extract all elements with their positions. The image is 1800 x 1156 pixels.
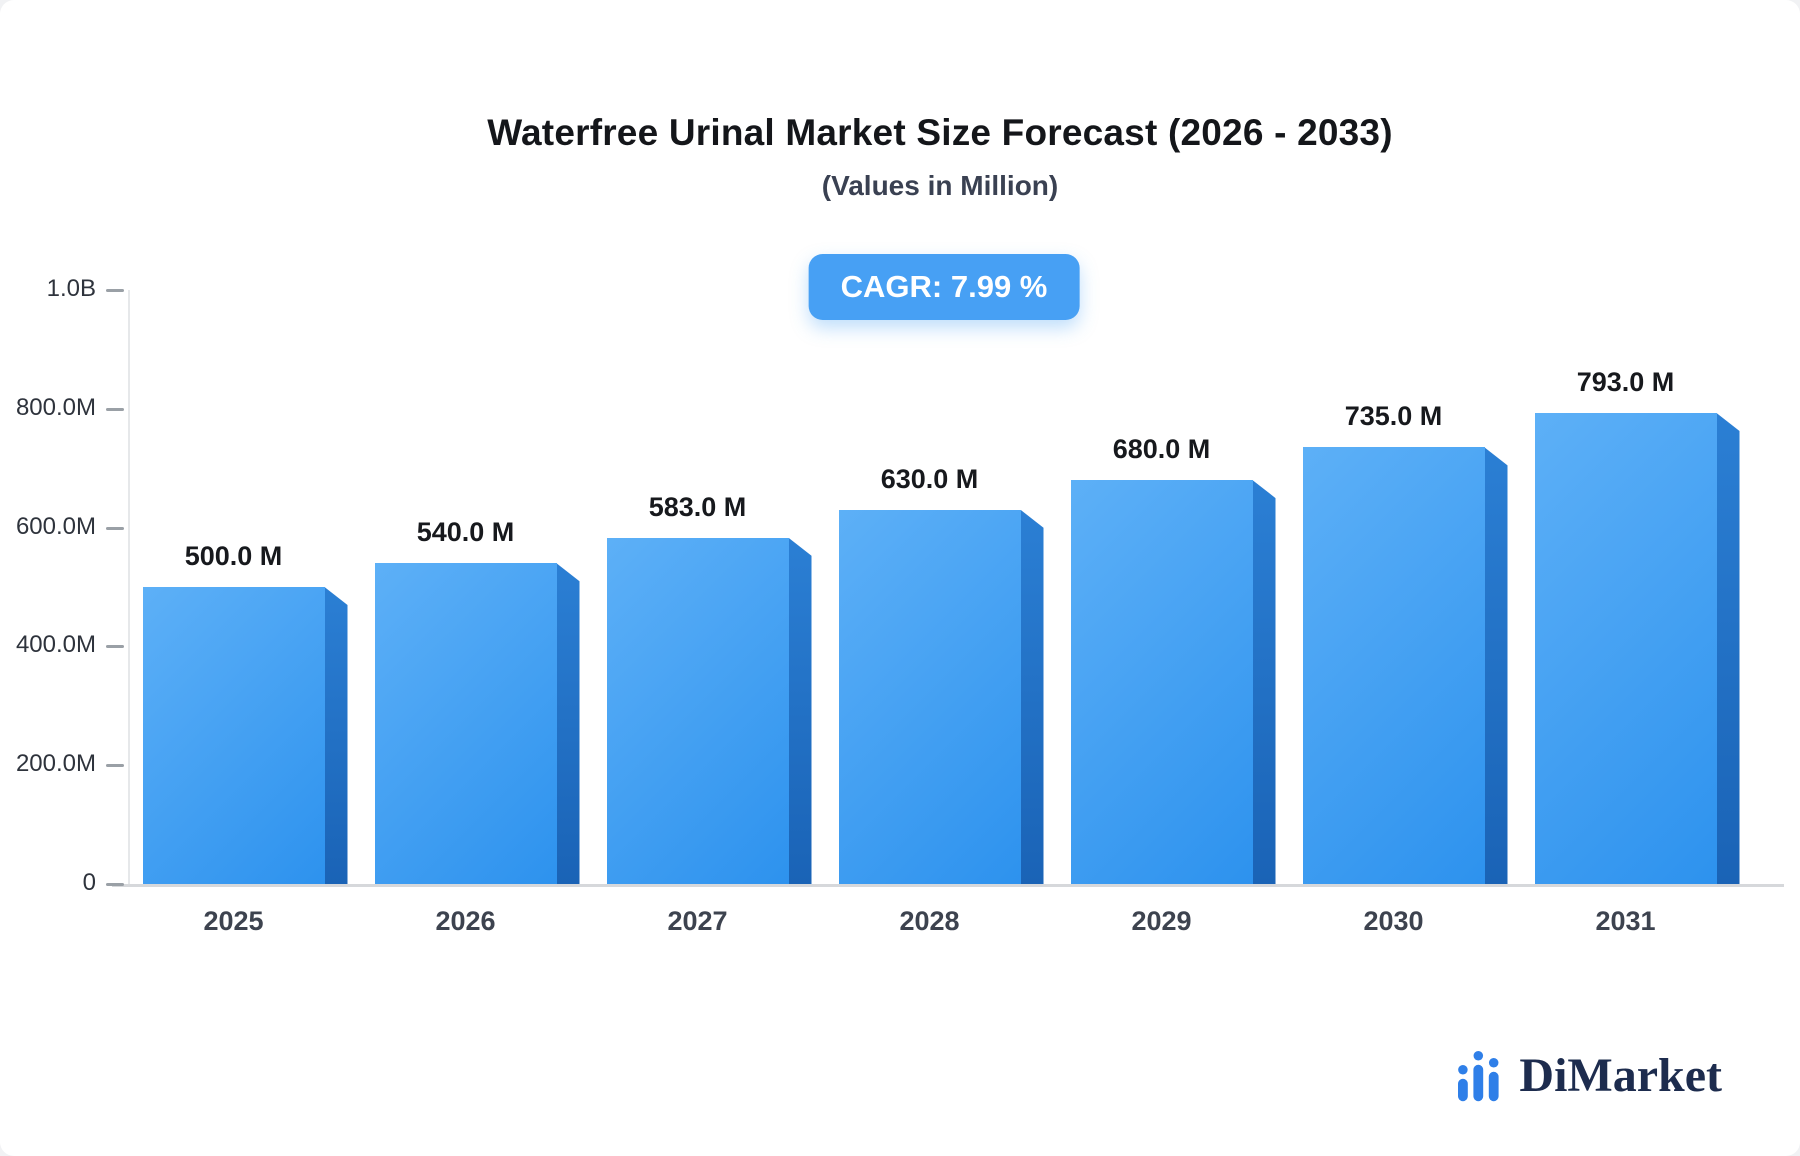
y-axis-tick (106, 764, 124, 768)
y-axis-tick (106, 407, 124, 411)
bar-value-label: 680.0 M (1112, 434, 1211, 465)
cagr-badge: CAGR: 7.99 % (808, 254, 1080, 320)
y-axis-tick (106, 883, 124, 886)
chart-subtitle: (Values in Million) (821, 170, 1059, 201)
bar-value-label: 735.0 M (1344, 401, 1443, 432)
y-axis-tick-label: 800.0M (15, 393, 96, 421)
bar-2026 (374, 563, 557, 884)
y-axis-tick-label: 0 (82, 869, 96, 896)
x-axis-label: 2031 (1595, 906, 1656, 936)
bar-2031 (1534, 412, 1717, 884)
bar-value-label: 540.0 M (416, 517, 515, 548)
x-axis-label: 2025 (203, 906, 264, 936)
x-axis-line (112, 884, 1784, 887)
bar-2025 (142, 587, 325, 884)
x-axis-label: 2029 (1131, 906, 1192, 936)
logo: DiMarket (1451, 1048, 1722, 1104)
x-axis-label: 2026 (435, 906, 496, 936)
x-axis-label: 2030 (1363, 906, 1424, 936)
bar-side-2025 (324, 587, 348, 884)
bar-side-2029 (1252, 480, 1276, 884)
chart-title: Waterfree Urinal Market Size Forecast (2… (487, 112, 1393, 153)
y-axis-tick-label: 600.0M (15, 512, 96, 540)
bar-side-2027 (788, 537, 812, 884)
bar-value-label: 793.0 M (1576, 366, 1675, 397)
bar-side-2031 (1716, 412, 1740, 884)
logo-text: DiMarket (1519, 1049, 1722, 1102)
y-axis-tick-label: 400.0M (15, 631, 96, 659)
y-axis-tick (106, 645, 124, 649)
y-axis-tick-label: 1.0B (46, 275, 96, 302)
bar-2029 (1070, 480, 1253, 884)
y-axis-tick (106, 526, 124, 530)
y-axis-tick (106, 289, 124, 292)
bar-2030 (1302, 447, 1485, 884)
y-axis-tick-label: 200.0M (15, 750, 96, 778)
bar-side-2028 (1020, 509, 1044, 884)
bar-side-2026 (556, 563, 580, 884)
bar-2027 (606, 537, 789, 884)
bar-side-2030 (1484, 447, 1508, 884)
dimarket-logo-icon (1458, 1050, 1500, 1102)
y-axis-line (128, 290, 130, 884)
x-axis-label: 2027 (667, 906, 728, 936)
bar-value-label: 500.0 M (184, 541, 283, 571)
bar-value-label: 630.0 M (880, 463, 979, 494)
bar-2028 (838, 509, 1021, 884)
x-axis-label: 2028 (899, 906, 960, 936)
bar-value-label: 583.0 M (648, 491, 747, 522)
